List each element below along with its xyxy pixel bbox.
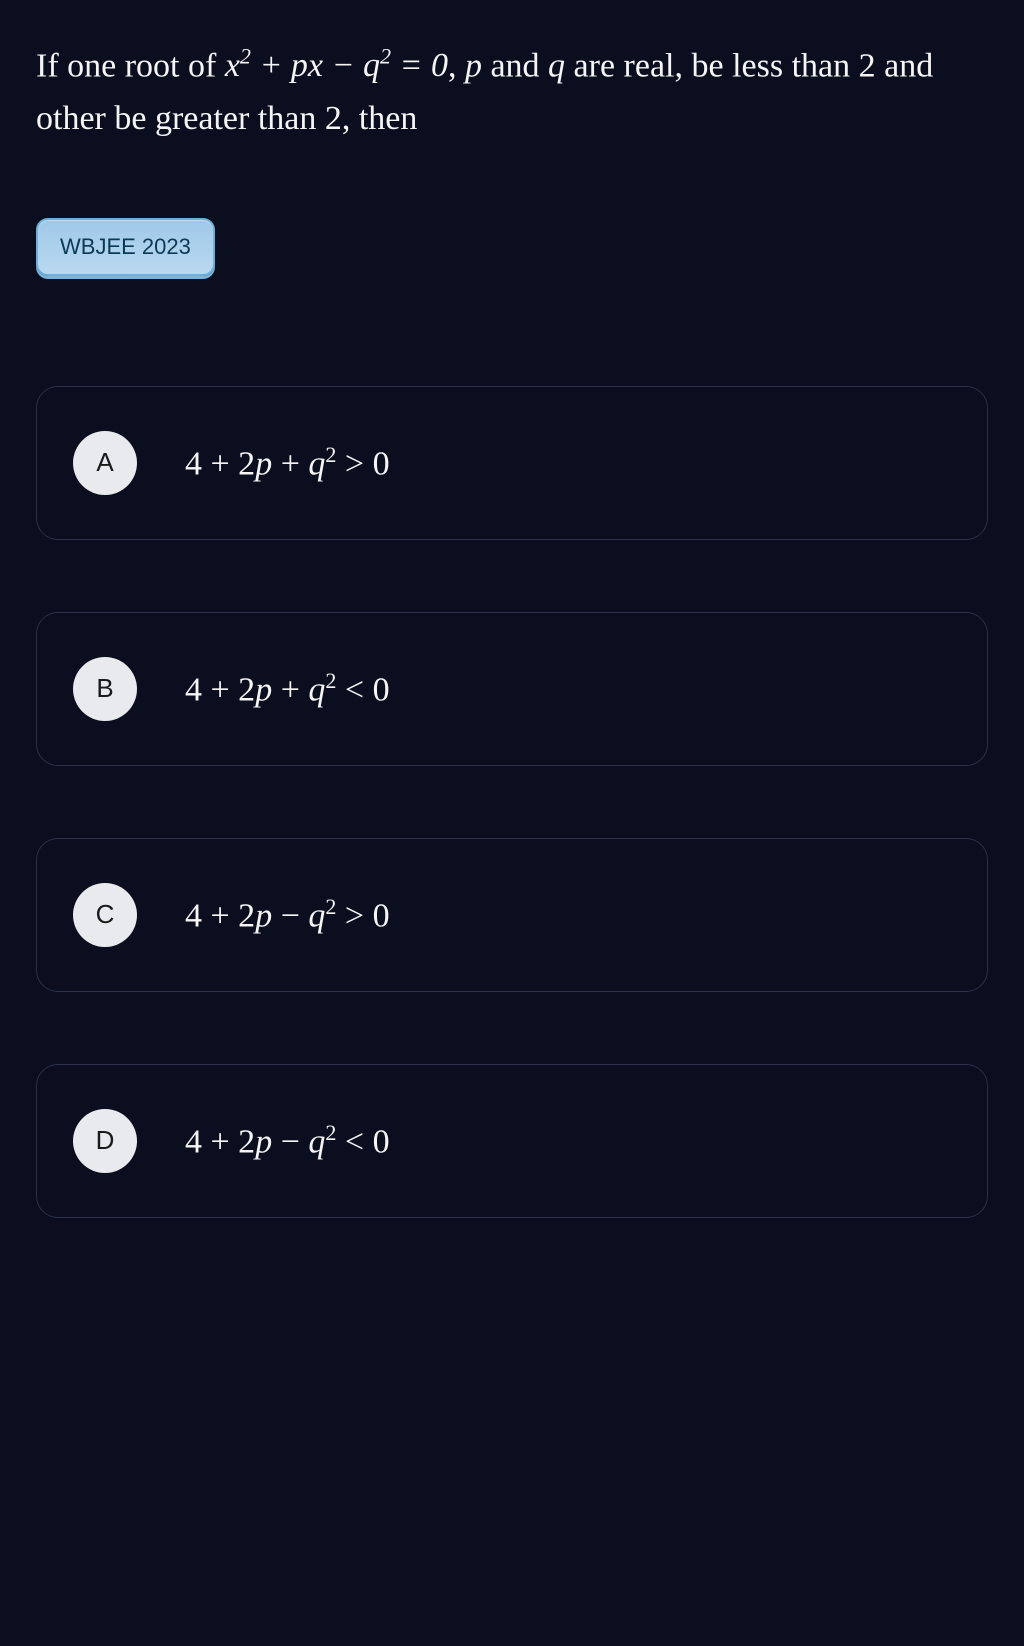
option-letter-b: B <box>73 657 137 721</box>
option-letter-a: A <box>73 431 137 495</box>
question-and: and <box>482 47 548 84</box>
options-container: A 4 + 2p + q2 > 0 B 4 + 2p + q2 < 0 C 4 … <box>36 386 988 1218</box>
option-formula-a: 4 + 2p + q2 > 0 <box>185 442 390 483</box>
exam-tag[interactable]: WBJEE 2023 <box>36 218 215 276</box>
question-text: If one root of x2 + px − q2 = 0, p and q… <box>36 40 988 146</box>
option-b[interactable]: B 4 + 2p + q2 < 0 <box>36 612 988 766</box>
option-letter-d: D <box>73 1109 137 1173</box>
option-letter-c: C <box>73 883 137 947</box>
question-var-p: p <box>465 47 482 84</box>
question-expression: x2 + px − q2 = 0 <box>225 47 448 84</box>
option-a[interactable]: A 4 + 2p + q2 > 0 <box>36 386 988 540</box>
option-formula-b: 4 + 2p + q2 < 0 <box>185 668 390 709</box>
option-formula-d: 4 + 2p − q2 < 0 <box>185 1120 390 1161</box>
option-c[interactable]: C 4 + 2p − q2 > 0 <box>36 838 988 992</box>
question-prefix: If one root of <box>36 47 225 84</box>
question-mid: , <box>448 47 465 84</box>
option-d[interactable]: D 4 + 2p − q2 < 0 <box>36 1064 988 1218</box>
option-formula-c: 4 + 2p − q2 > 0 <box>185 894 390 935</box>
question-var-q: q <box>548 47 565 84</box>
